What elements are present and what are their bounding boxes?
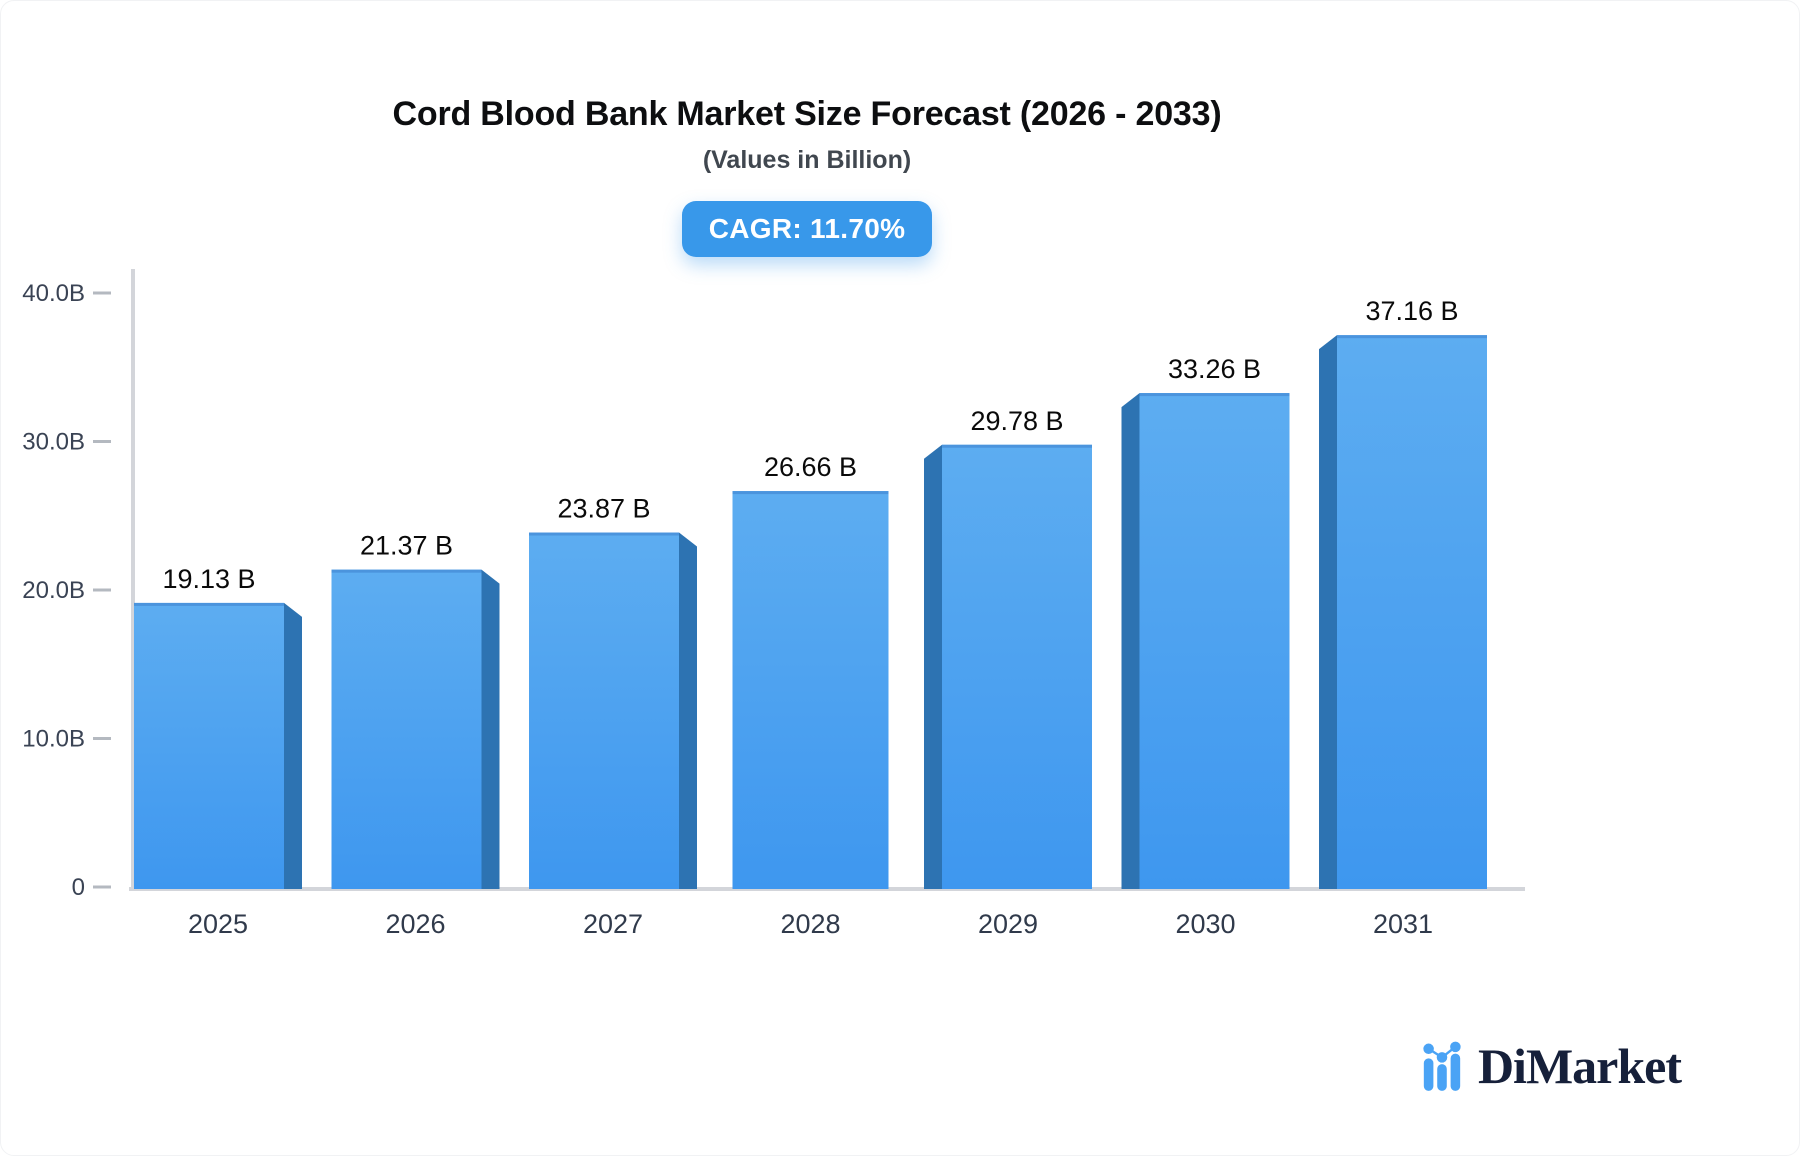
bar-face xyxy=(331,569,482,889)
bar-group-2025: 19.13 B xyxy=(134,564,302,889)
brand-name: DiMarket xyxy=(1477,1038,1682,1094)
bar-value-label: 29.78 B xyxy=(970,406,1063,436)
bar-face xyxy=(134,602,284,889)
y-tick-label: 0 xyxy=(72,874,85,901)
bar-face xyxy=(529,532,679,889)
bar-face-top-edge xyxy=(942,444,1092,448)
bar-face-top-edge xyxy=(529,532,679,536)
x-tick-label: 2028 xyxy=(780,909,840,939)
bar-face xyxy=(732,491,889,889)
bar-face-top-edge xyxy=(134,602,284,606)
bar-side-panel xyxy=(1121,393,1140,889)
bar-face xyxy=(1139,393,1290,889)
bar-value-label: 21.37 B xyxy=(360,531,453,561)
bar-group-2029: 29.78 B xyxy=(924,406,1092,889)
bar-group-2031: 37.16 B xyxy=(1319,296,1487,889)
y-tick-label: 40.0B xyxy=(22,280,85,307)
x-tick-label: 2025 xyxy=(188,909,248,939)
brand-logo: DiMarket xyxy=(1420,1038,1682,1094)
chart-title: Cord Blood Bank Market Size Forecast (20… xyxy=(392,95,1222,133)
cagr-badge: CAGR: 11.70% xyxy=(681,201,933,257)
x-tick-label: 2029 xyxy=(978,909,1038,939)
bar-value-label: 19.13 B xyxy=(162,564,255,594)
bar-face-top-edge xyxy=(331,569,482,573)
bar-face xyxy=(1337,335,1487,889)
logo-dots xyxy=(1423,1041,1461,1063)
chart-subtitle: (Values in Billion) xyxy=(702,146,912,174)
y-tick-label: 20.0B xyxy=(22,577,85,604)
bar-side-panel xyxy=(679,532,697,889)
bar-group-2028: 26.66 B xyxy=(732,452,889,889)
bar-side-panel xyxy=(481,569,500,889)
chart-header: Cord Blood Bank Market Size Forecast (20… xyxy=(1,93,1613,257)
bar-face xyxy=(942,444,1092,889)
bar-face-top-edge xyxy=(1337,335,1487,339)
logo-bars xyxy=(1423,1053,1461,1091)
y-tick-label: 30.0B xyxy=(22,429,85,456)
bar-value-label: 37.16 B xyxy=(1365,296,1458,326)
bar-group-2026: 21.37 B xyxy=(331,531,500,889)
bar-group-2027: 23.87 B xyxy=(529,494,697,889)
x-tick-label: 2030 xyxy=(1175,909,1235,939)
bar-value-label: 33.26 B xyxy=(1168,354,1261,384)
bar-value-label: 23.87 B xyxy=(557,494,650,524)
bar-value-label: 26.66 B xyxy=(764,452,857,482)
x-tick-label: 2031 xyxy=(1373,909,1433,939)
x-tick-label: 2026 xyxy=(385,909,445,939)
bar-side-panel xyxy=(284,602,302,889)
x-tick-label: 2027 xyxy=(583,909,643,939)
bar-side-panel xyxy=(1319,335,1337,889)
bar-group-2030: 33.26 B xyxy=(1121,354,1290,889)
bar-face-top-edge xyxy=(732,491,889,495)
bar-line-chart-icon xyxy=(1423,1041,1461,1091)
y-tick-label: 10.0B xyxy=(22,726,85,753)
bar-face-top-edge xyxy=(1139,393,1290,397)
bar-side-panel xyxy=(924,444,942,889)
